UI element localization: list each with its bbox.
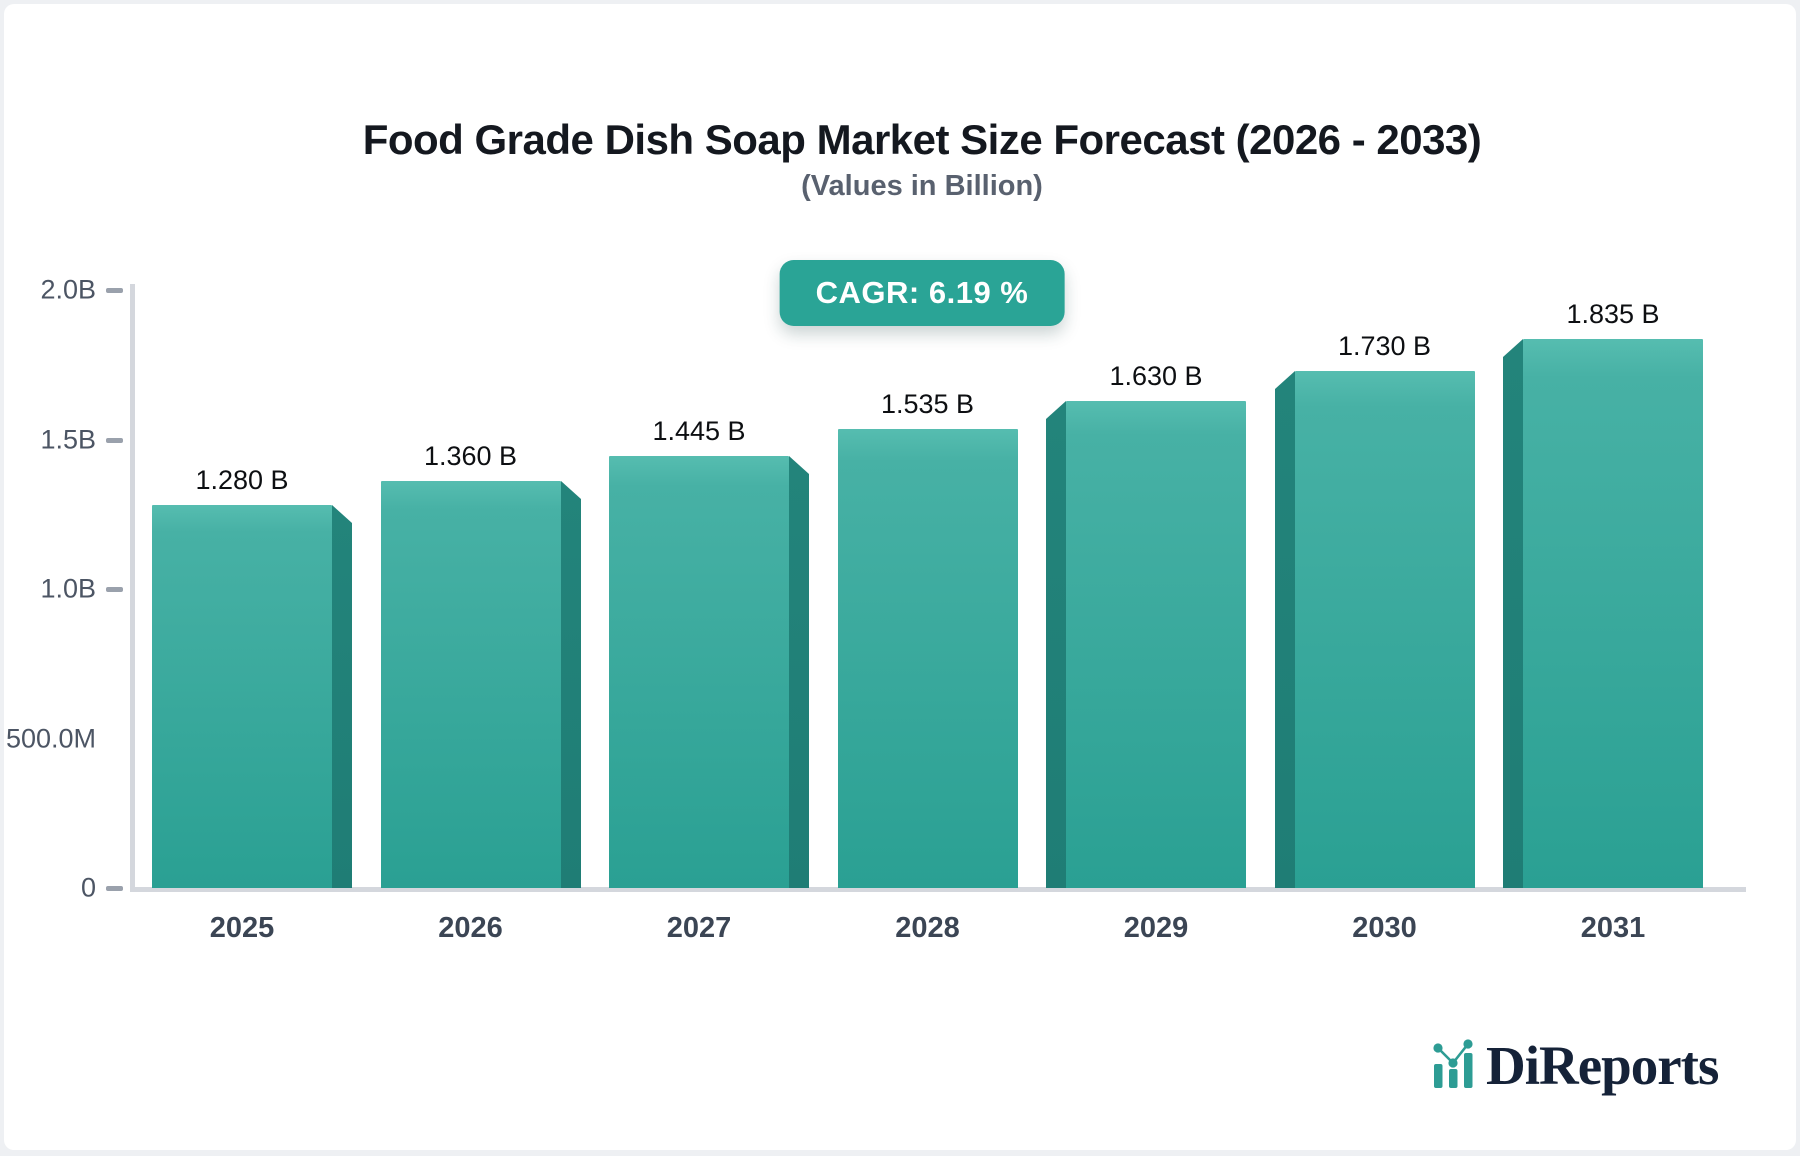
bar-side-face xyxy=(1503,339,1523,888)
bar-side-face xyxy=(332,505,352,888)
bar-value-label: 1.730 B xyxy=(1337,331,1432,361)
y-axis-tick-label: 500.0M xyxy=(5,723,96,753)
bar-value-label: 1.630 B xyxy=(1109,361,1203,391)
y-axis-tick-label: 1.0B xyxy=(40,573,96,604)
bar-value-label: 1.360 B xyxy=(423,441,518,471)
x-axis-label: 2030 xyxy=(1352,912,1417,944)
chart-subtitle: (Values in Billion) xyxy=(801,170,1043,202)
y-axis-tick-dash xyxy=(106,587,123,592)
bar-side-face xyxy=(1275,371,1295,888)
bar-value-label: 1.280 B xyxy=(195,465,289,495)
bar-value-label: 1.535 B xyxy=(880,389,975,419)
bar-side-face xyxy=(1046,401,1066,888)
x-axis-label: 2029 xyxy=(1123,912,1189,944)
x-axis-label: 2025 xyxy=(209,912,275,944)
bar xyxy=(1523,339,1703,888)
y-axis-tick-dash xyxy=(106,437,123,443)
y-axis-tick-dash xyxy=(106,886,123,891)
x-axis-label: 2031 xyxy=(1580,912,1646,944)
chart-card: Food Grade Dish Soap Market Size Forecas… xyxy=(4,4,1796,1150)
bar-value-label: 1.835 B xyxy=(1566,299,1660,329)
bar-side-face xyxy=(789,456,809,888)
bar xyxy=(609,456,789,888)
x-axis-label: 2026 xyxy=(438,912,503,944)
y-axis-tick-label: 2.0B xyxy=(40,274,96,305)
bar xyxy=(1066,401,1246,888)
y-axis-tick-dash xyxy=(106,288,123,293)
plot-area: 2.0B 1.5B 1.0B 500.0M 0 1.280 B 2025 1.360 B 202… xyxy=(4,4,1796,1150)
y-axis-tick-label: 1.5B xyxy=(40,424,96,454)
cagr-badge: CAGR: 6.19 % xyxy=(779,260,1065,326)
mini-bar-line-chart-icon xyxy=(1433,1039,1473,1088)
bar xyxy=(1295,371,1475,888)
chart-title: Food Grade Dish Soap Market Size Forecas… xyxy=(362,116,1482,163)
bar-value-label: 1.445 B xyxy=(652,416,746,446)
bar xyxy=(381,481,561,888)
bar-side-face xyxy=(561,481,581,888)
y-axis-tick-label: 0 xyxy=(80,872,96,903)
brand-logo: DiReports xyxy=(1432,1034,1719,1096)
x-axis-line xyxy=(130,887,1746,892)
bar xyxy=(152,505,332,888)
x-axis-label: 2028 xyxy=(895,912,960,944)
bar xyxy=(838,429,1018,888)
y-axis-line xyxy=(130,284,135,892)
brand-logo-text: DiReports xyxy=(1486,1034,1719,1096)
x-axis-label: 2027 xyxy=(666,912,732,944)
